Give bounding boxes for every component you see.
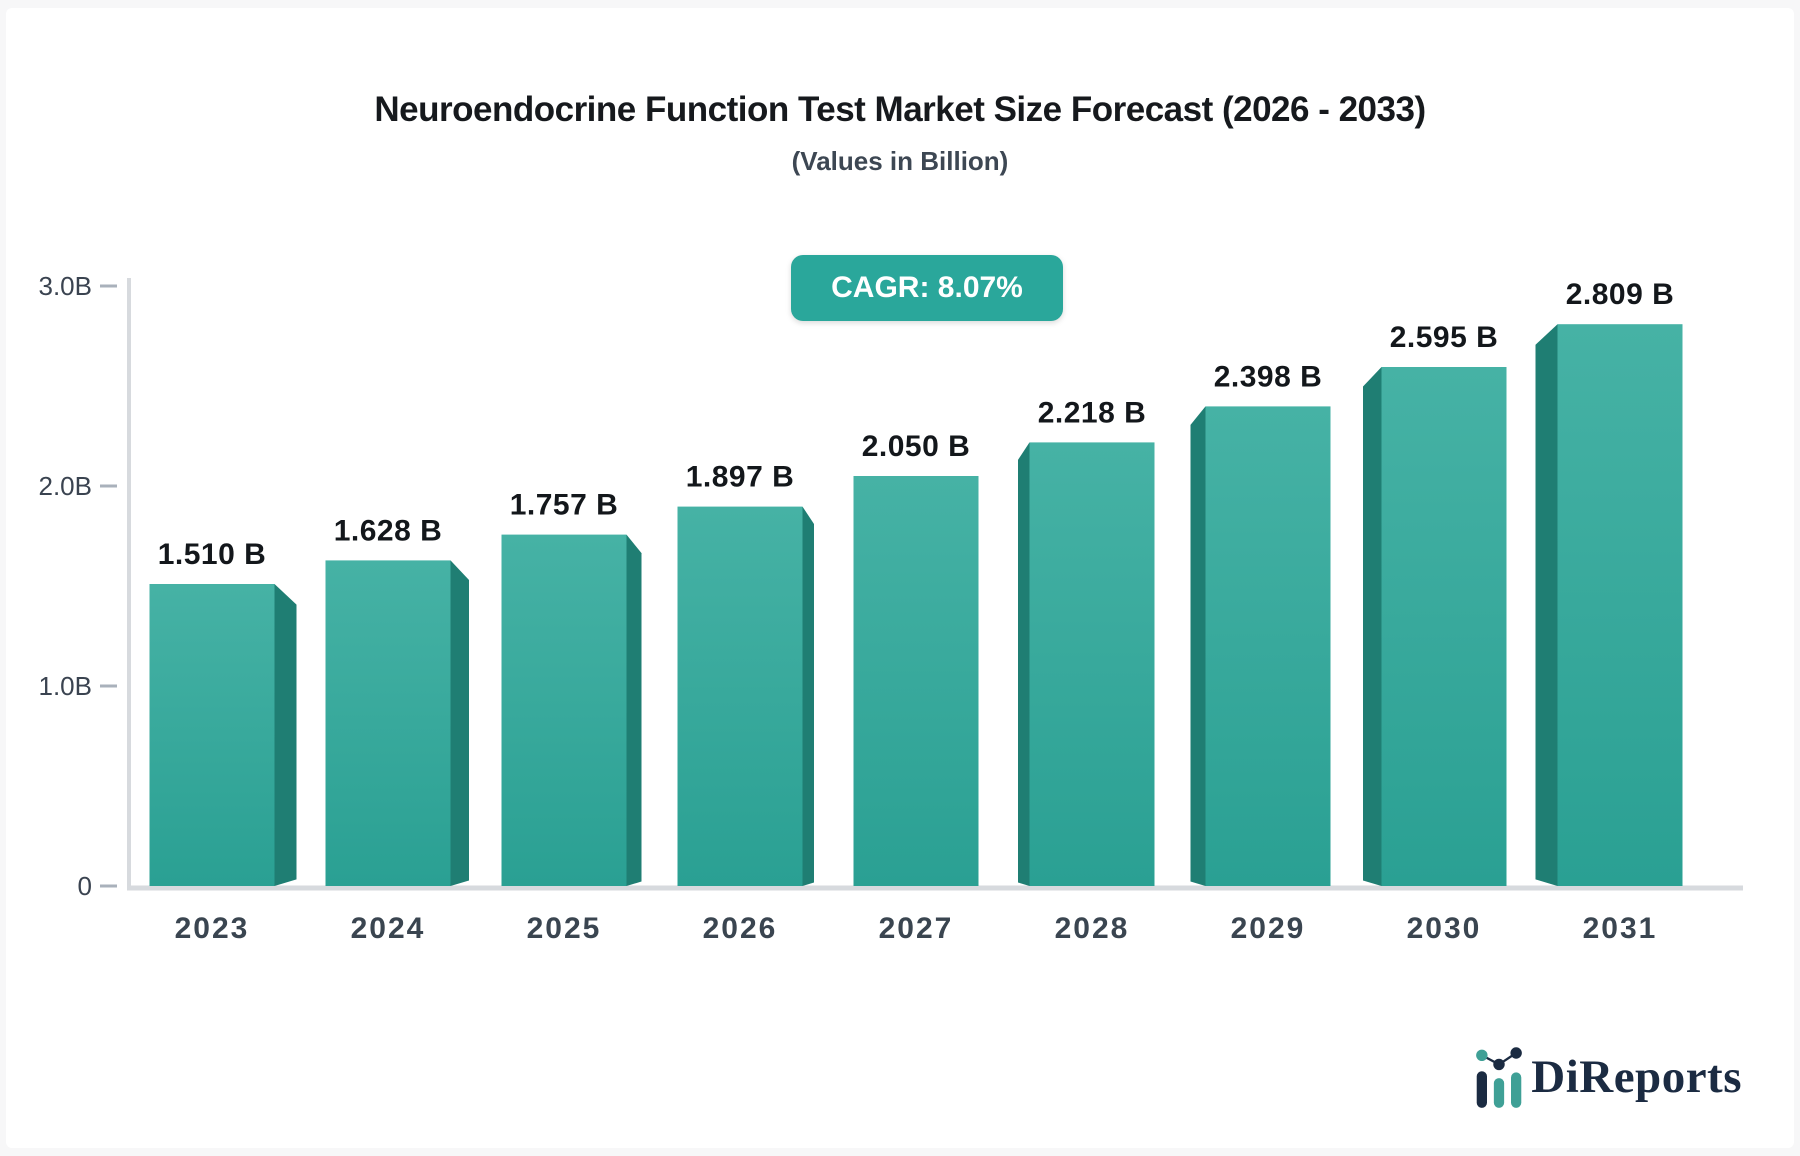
- bar-side-2025: [626, 534, 642, 886]
- bar-value-label-2026: 1.897 B: [686, 461, 795, 494]
- bar-side-2024: [450, 560, 469, 886]
- logo-dot: [1493, 1058, 1505, 1071]
- bar-2029: [1205, 406, 1331, 886]
- y-axis-tick-label: 2.0B: [39, 471, 93, 501]
- logo-dot: [1510, 1047, 1523, 1059]
- x-axis-label-2031: 2031: [1583, 912, 1658, 945]
- mini-bar-chart-logo-icon: [1476, 1047, 1523, 1108]
- chart-title: Neuroendocrine Function Test Market Size…: [374, 90, 1426, 129]
- x-axis-label-2024: 2024: [351, 912, 426, 945]
- bar-value-label-2025: 1.757 B: [510, 489, 619, 522]
- bar-2028: [1029, 442, 1155, 886]
- bar-value-label-2029: 2.398 B: [1214, 360, 1323, 393]
- bar-value-label-2028: 2.218 B: [1038, 396, 1147, 429]
- x-axis-label-2028: 2028: [1055, 912, 1130, 945]
- y-axis-tick-label: 1.0B: [39, 671, 93, 701]
- bar-2026: [677, 506, 803, 886]
- x-axis-label-2029: 2029: [1231, 912, 1306, 945]
- logo-bar: [1494, 1078, 1505, 1108]
- bar-2023: [149, 584, 275, 886]
- bar-value-label-2030: 2.595 B: [1390, 321, 1499, 354]
- x-axis-label-2030: 2030: [1407, 912, 1482, 945]
- x-axis-label-2026: 2026: [703, 912, 778, 945]
- logo-bar: [1476, 1071, 1488, 1108]
- bar-value-label-2031: 2.809 B: [1566, 278, 1675, 311]
- bar-2031: [1557, 324, 1683, 886]
- bar-2024: [325, 560, 451, 886]
- bar-2027: [853, 476, 979, 886]
- bar-side-2030: [1363, 367, 1382, 886]
- direports-logo: DiReports: [1475, 1046, 1742, 1108]
- bar-value-label-2024: 1.628 B: [334, 514, 443, 547]
- chart-subtitle: (Values in Billion): [791, 146, 1009, 176]
- y-axis-tick-label: 3.0B: [39, 271, 93, 301]
- x-axis-label-2027: 2027: [879, 912, 954, 945]
- cagr-badge-label: CAGR: 8.07%: [831, 271, 1023, 304]
- bar-value-label-2027: 2.050 B: [862, 430, 971, 463]
- y-axis-tick-label: 0: [78, 871, 92, 901]
- logo-bar: [1511, 1072, 1522, 1108]
- x-axis-label-2025: 2025: [527, 912, 602, 945]
- bar-side-2023: [274, 584, 297, 886]
- bar-side-2028: [1018, 442, 1030, 886]
- logo-text: DiReports: [1531, 1051, 1742, 1103]
- bar-2025: [501, 534, 627, 886]
- logo-dot: [1476, 1049, 1488, 1061]
- bar-side-2031: [1535, 324, 1558, 886]
- bar-side-2026: [802, 506, 814, 886]
- chart-header: Neuroendocrine Function Test Market Size…: [0, 90, 1800, 177]
- bar-value-label-2023: 1.510 B: [158, 538, 267, 571]
- cagr-badge: CAGR: 8.07%: [791, 255, 1063, 321]
- bar-side-2029: [1190, 406, 1206, 886]
- x-axis-label-2023: 2023: [175, 912, 250, 945]
- bar-2030: [1381, 367, 1507, 886]
